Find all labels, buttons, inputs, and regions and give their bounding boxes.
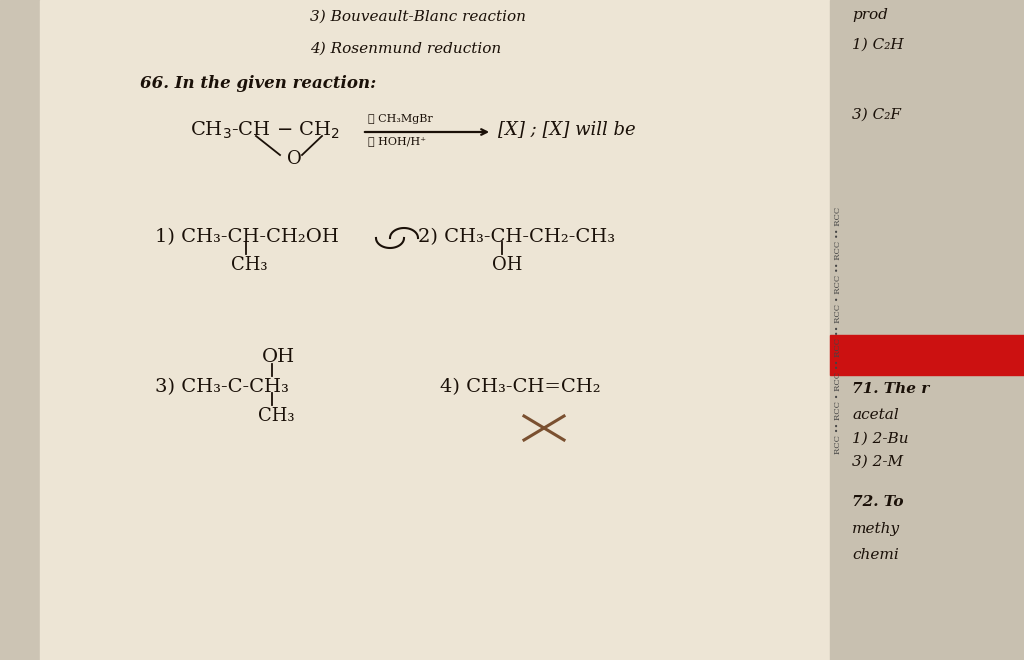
Text: methy: methy	[852, 522, 900, 536]
Text: 3) C₂F: 3) C₂F	[852, 108, 901, 122]
Text: 71. The r: 71. The r	[852, 382, 929, 396]
Text: ② HOH/H⁺: ② HOH/H⁺	[368, 136, 426, 146]
Text: RCC •• RCC • RCC •• RCC •• RCC • RCC •• RCC •• RCC: RCC •• RCC • RCC •• RCC •• RCC • RCC •• …	[834, 207, 842, 453]
Text: 3) Bouveault-Blanc reaction: 3) Bouveault-Blanc reaction	[310, 10, 526, 24]
Text: CH$_3$-CH $-$ CH$_2$: CH$_3$-CH $-$ CH$_2$	[190, 120, 340, 141]
Bar	[40, 0, 830, 660]
Text: O: O	[287, 150, 301, 168]
Bar	[0, 0, 40, 660]
Text: [X] ; [X] will be: [X] ; [X] will be	[498, 120, 636, 138]
Text: 3) 2-M: 3) 2-M	[852, 455, 903, 469]
Text: 72. To: 72. To	[852, 495, 903, 509]
Text: OH: OH	[262, 348, 295, 366]
Text: 2) CH₃-CH-CH₂-CH₃: 2) CH₃-CH-CH₂-CH₃	[418, 228, 615, 246]
Text: 1) C₂H: 1) C₂H	[852, 38, 903, 52]
Text: 4) Rosenmund reduction: 4) Rosenmund reduction	[310, 42, 502, 56]
Text: OH: OH	[492, 256, 522, 274]
Text: prod: prod	[852, 8, 888, 22]
Text: 1) CH₃-CH-CH₂OH: 1) CH₃-CH-CH₂OH	[155, 228, 339, 246]
Text: 4) CH₃-CH=CH₂: 4) CH₃-CH=CH₂	[440, 378, 601, 396]
Text: ① CH₃MgBr: ① CH₃MgBr	[368, 114, 433, 124]
Text: 1) 2-Bu: 1) 2-Bu	[852, 432, 908, 446]
Text: 3) CH₃-C-CH₃: 3) CH₃-C-CH₃	[155, 378, 289, 396]
Text: 66. In the given reaction:: 66. In the given reaction:	[140, 75, 376, 92]
Bar	[830, 0, 1024, 660]
Text: chemi: chemi	[852, 548, 899, 562]
Text: CH₃: CH₃	[231, 256, 267, 274]
Bar	[830, 335, 1024, 375]
Text: CH₃: CH₃	[258, 407, 295, 425]
Text: acetal: acetal	[852, 408, 899, 422]
